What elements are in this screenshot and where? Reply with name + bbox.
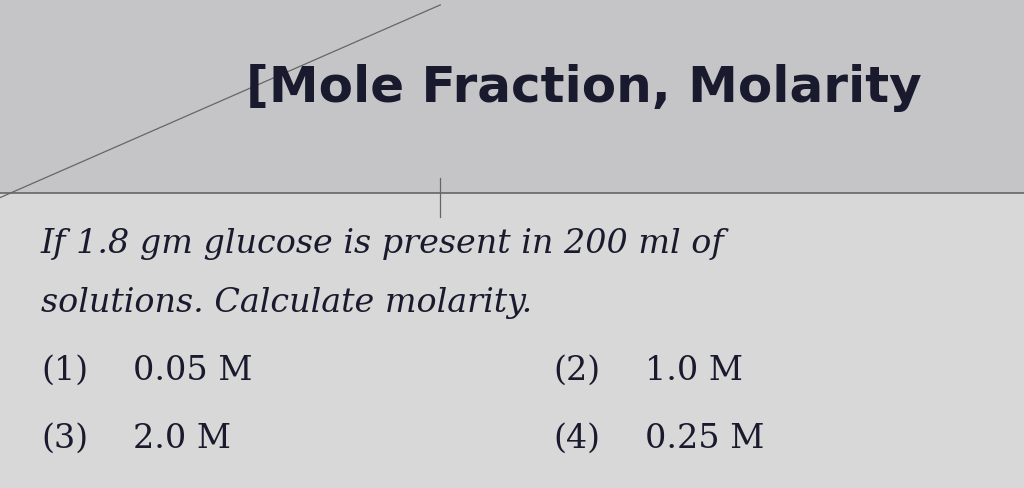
Bar [0,0,1024,193]
Text: (2): (2) [553,355,600,387]
Text: If 1.8 gm glucose is present in 200 ml of: If 1.8 gm glucose is present in 200 ml o… [41,228,725,260]
Text: (3): (3) [41,423,88,455]
Text: 0.25 M: 0.25 M [645,423,765,455]
Text: (4): (4) [553,423,600,455]
Text: (1): (1) [41,355,88,387]
Text: 0.05 M: 0.05 M [133,355,253,387]
Text: 2.0 M: 2.0 M [133,423,231,455]
Text: solutions. Calculate molarity.: solutions. Calculate molarity. [41,286,532,319]
Bar [0,193,1024,488]
Text: 1.0 M: 1.0 M [645,355,743,387]
Text: [Mole Fraction, Molarity: [Mole Fraction, Molarity [246,64,922,112]
